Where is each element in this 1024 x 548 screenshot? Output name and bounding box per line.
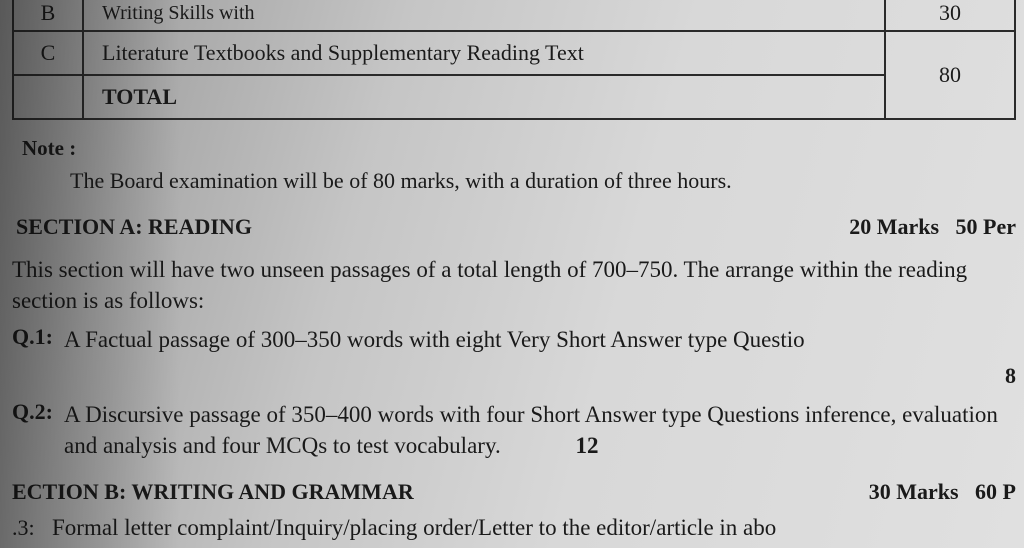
table-row: TOTAL <box>13 75 1015 119</box>
section-b-marks: 30 Marks 60 P <box>869 479 1016 505</box>
section-a-title: SECTION A: READING <box>16 214 252 240</box>
note-label: Note : <box>22 136 1016 161</box>
q1-label: Q.1: <box>12 324 64 350</box>
cell-desc: Writing Skills with <box>83 0 885 31</box>
question-3: .3: Formal letter complaint/Inquiry/plac… <box>12 515 1016 541</box>
table-row: C Literature Textbooks and Supplementary… <box>13 31 1015 75</box>
q2-body: A Discursive passage of 350–400 words wi… <box>64 402 998 458</box>
q1-text: A Factual passage of 300–350 words with … <box>64 324 1016 355</box>
q3-text: Formal letter complaint/Inquiry/placing … <box>52 515 1016 541</box>
q3-label: .3: <box>12 515 52 541</box>
section-a-intro: This section will have two unseen passag… <box>12 254 1016 316</box>
cell-marks: 80 <box>885 31 1015 119</box>
cell-marks: 30 <box>885 0 1015 31</box>
question-2: Q.2: A Discursive passage of 350–400 wor… <box>12 399 1016 461</box>
q1-marks: 8 <box>12 363 1016 389</box>
question-1: Q.1: A Factual passage of 300–350 words … <box>12 324 1016 355</box>
note-text: The Board examination will be of 80 mark… <box>70 167 1016 196</box>
section-b-header: ECTION B: WRITING AND GRAMMAR 30 Marks 6… <box>12 479 1016 505</box>
q2-marks: 12 <box>575 433 598 458</box>
cell-code: B <box>13 0 83 31</box>
section-a-header: SECTION A: READING 20 Marks 50 Per <box>12 214 1016 240</box>
q2-text: A Discursive passage of 350–400 words wi… <box>64 399 1016 461</box>
cell-desc: Literature Textbooks and Supplementary R… <box>83 31 885 75</box>
periods-value: 50 Per <box>956 214 1016 239</box>
cell-code <box>13 75 83 119</box>
table-row: B Writing Skills with 30 <box>13 0 1015 31</box>
periods-value: 60 P <box>975 479 1016 504</box>
marks-value: 20 Marks <box>849 214 939 239</box>
cell-code: C <box>13 31 83 75</box>
cell-desc: TOTAL <box>83 75 885 119</box>
marks-table: B Writing Skills with 30 C Literature Te… <box>12 0 1016 120</box>
section-a-marks: 20 Marks 50 Per <box>849 214 1016 240</box>
marks-value: 30 Marks <box>869 479 959 504</box>
section-b-title: ECTION B: WRITING AND GRAMMAR <box>12 479 414 505</box>
q2-label: Q.2: <box>12 399 64 425</box>
